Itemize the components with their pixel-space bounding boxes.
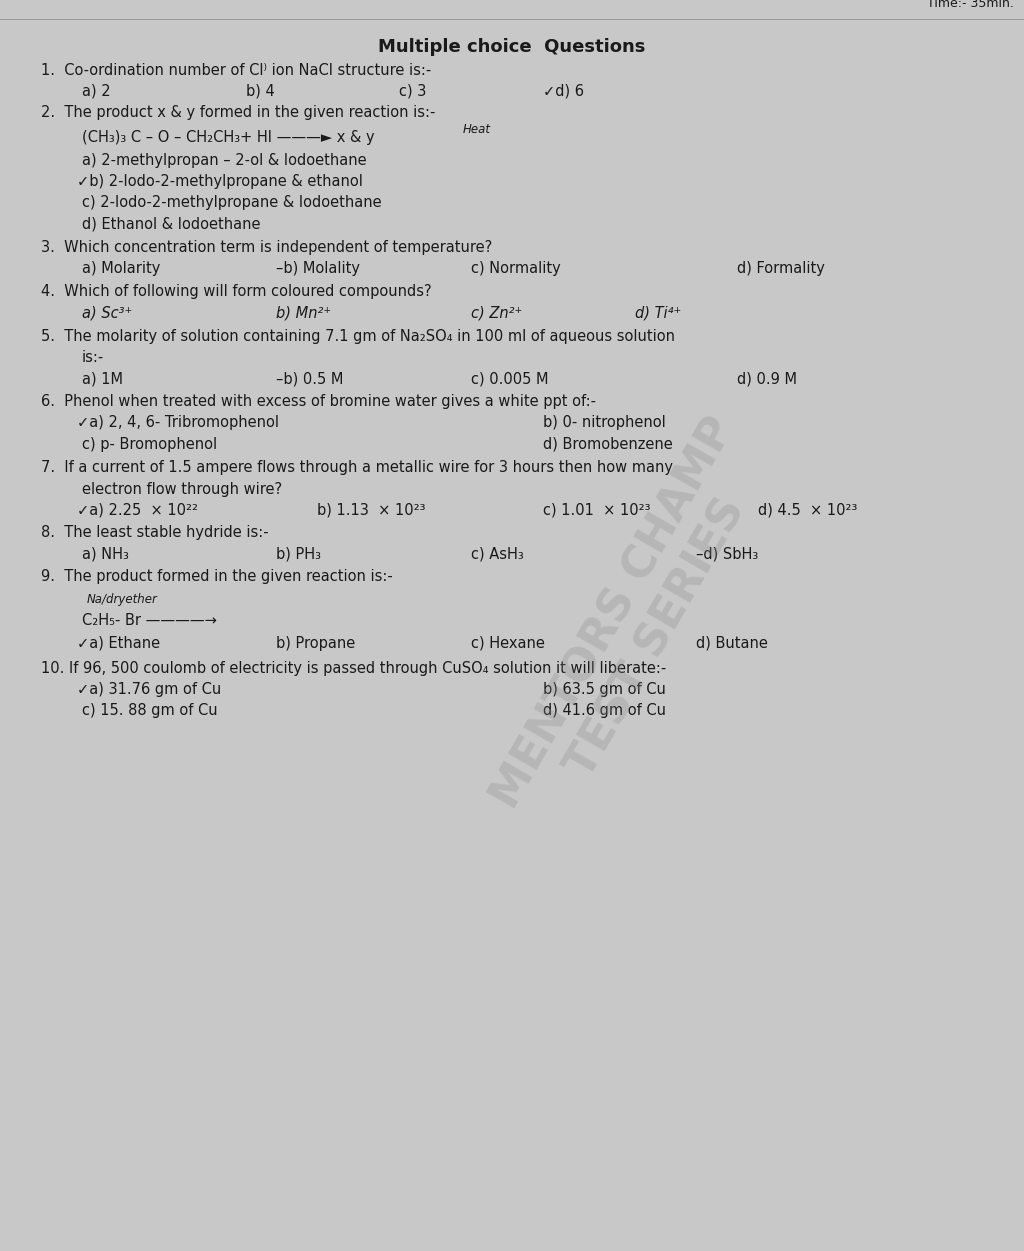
Text: ✓b) 2-Iodo-2-methylpropane & ethanol: ✓b) 2-Iodo-2-methylpropane & ethanol (77, 174, 362, 189)
Text: Na/dryether: Na/dryether (87, 593, 158, 605)
Text: c) Zn²⁺: c) Zn²⁺ (471, 305, 522, 320)
Text: a) NH₃: a) NH₃ (82, 547, 129, 562)
Text: is:-: is:- (82, 350, 104, 365)
Text: Multiple choice  Questions: Multiple choice Questions (378, 38, 646, 55)
Text: –d) SbH₃: –d) SbH₃ (696, 547, 759, 562)
Text: b) 1.13  × 10²³: b) 1.13 × 10²³ (317, 503, 426, 518)
Text: d) Butane: d) Butane (696, 636, 768, 651)
Text: 5.  The molarity of solution containing 7.1 gm of Na₂SO₄ in 100 ml of aqueous so: 5. The molarity of solution containing 7… (41, 329, 675, 344)
Text: ✓a) Ethane: ✓a) Ethane (77, 636, 160, 651)
Text: d) Formality: d) Formality (737, 261, 825, 276)
Text: d) Ti⁴⁺: d) Ti⁴⁺ (635, 305, 681, 320)
Text: a) 2-methylpropan – 2-ol & Iodoethane: a) 2-methylpropan – 2-ol & Iodoethane (82, 153, 367, 168)
Text: ✓a) 2.25  × 10²²: ✓a) 2.25 × 10²² (77, 503, 198, 518)
Text: c) 3: c) 3 (399, 84, 427, 99)
Text: b) 63.5 gm of Cu: b) 63.5 gm of Cu (543, 682, 666, 697)
Text: a) Molarity: a) Molarity (82, 261, 161, 276)
Text: a) Sc³⁺: a) Sc³⁺ (82, 305, 132, 320)
Text: d) 41.6 gm of Cu: d) 41.6 gm of Cu (543, 703, 666, 718)
Text: b) PH₃: b) PH₃ (276, 547, 322, 562)
Text: a) 2: a) 2 (82, 84, 111, 99)
Text: 4.  Which of following will form coloured compounds?: 4. Which of following will form coloured… (41, 284, 431, 299)
Text: –b) 0.5 M: –b) 0.5 M (276, 372, 344, 387)
Text: 10. If 96, 500 coulomb of electricity is passed through CuSO₄ solution it will l: 10. If 96, 500 coulomb of electricity is… (41, 661, 667, 676)
Text: Heat: Heat (463, 123, 490, 135)
Text: C₂H₅- Br ————→: C₂H₅- Br ————→ (82, 613, 217, 628)
Text: electron flow through wire?: electron flow through wire? (82, 482, 282, 497)
Text: 1.  Co-ordination number of Cl⁾ ion NaCl structure is:-: 1. Co-ordination number of Cl⁾ ion NaCl … (41, 63, 431, 78)
Text: 9.  The product formed in the given reaction is:-: 9. The product formed in the given react… (41, 569, 393, 584)
Text: 3.  Which concentration term is independent of temperature?: 3. Which concentration term is independe… (41, 240, 493, 255)
Text: 7.  If a current of 1.5 ampere flows through a metallic wire for 3 hours then ho: 7. If a current of 1.5 ampere flows thro… (41, 460, 673, 475)
Text: c) Hexane: c) Hexane (471, 636, 545, 651)
Text: MENTORS CHAMP
TEST SERIES: MENTORS CHAMP TEST SERIES (483, 410, 786, 841)
Text: c) 2-Iodo-2-methylpropane & Iodoethane: c) 2-Iodo-2-methylpropane & Iodoethane (82, 195, 382, 210)
Text: (CH₃)₃ C – O – CH₂CH₃+ HI ———► x & y: (CH₃)₃ C – O – CH₂CH₃+ HI ———► x & y (82, 130, 375, 145)
Text: Time:- 35min.: Time:- 35min. (927, 0, 1014, 10)
Text: d) 0.9 M: d) 0.9 M (737, 372, 798, 387)
Text: c) p- Bromophenol: c) p- Bromophenol (82, 437, 217, 452)
Text: ✓a) 2, 4, 6- Tribromophenol: ✓a) 2, 4, 6- Tribromophenol (77, 415, 279, 430)
Text: c) 1.01  × 10²³: c) 1.01 × 10²³ (543, 503, 650, 518)
Text: c) AsH₃: c) AsH₃ (471, 547, 524, 562)
Text: c) 15. 88 gm of Cu: c) 15. 88 gm of Cu (82, 703, 217, 718)
Text: 8.  The least stable hydride is:-: 8. The least stable hydride is:- (41, 525, 268, 540)
Text: a) 1M: a) 1M (82, 372, 123, 387)
Text: ✓d) 6: ✓d) 6 (543, 84, 584, 99)
Text: b) Propane: b) Propane (276, 636, 355, 651)
Text: 2.  The product x & y formed in the given reaction is:-: 2. The product x & y formed in the given… (41, 105, 435, 120)
Text: –b) Molality: –b) Molality (276, 261, 360, 276)
Text: ✓a) 31.76 gm of Cu: ✓a) 31.76 gm of Cu (77, 682, 221, 697)
Text: b) Mn²⁺: b) Mn²⁺ (276, 305, 332, 320)
Text: d) Bromobenzene: d) Bromobenzene (543, 437, 673, 452)
Text: d) 4.5  × 10²³: d) 4.5 × 10²³ (758, 503, 857, 518)
Text: 6.  Phenol when treated with excess of bromine water gives a white ppt of:-: 6. Phenol when treated with excess of br… (41, 394, 596, 409)
Text: b) 0- nitrophenol: b) 0- nitrophenol (543, 415, 666, 430)
Text: c) Normality: c) Normality (471, 261, 561, 276)
Text: c) 0.005 M: c) 0.005 M (471, 372, 549, 387)
Text: d) Ethanol & Iodoethane: d) Ethanol & Iodoethane (82, 216, 260, 231)
Text: b) 4: b) 4 (246, 84, 274, 99)
